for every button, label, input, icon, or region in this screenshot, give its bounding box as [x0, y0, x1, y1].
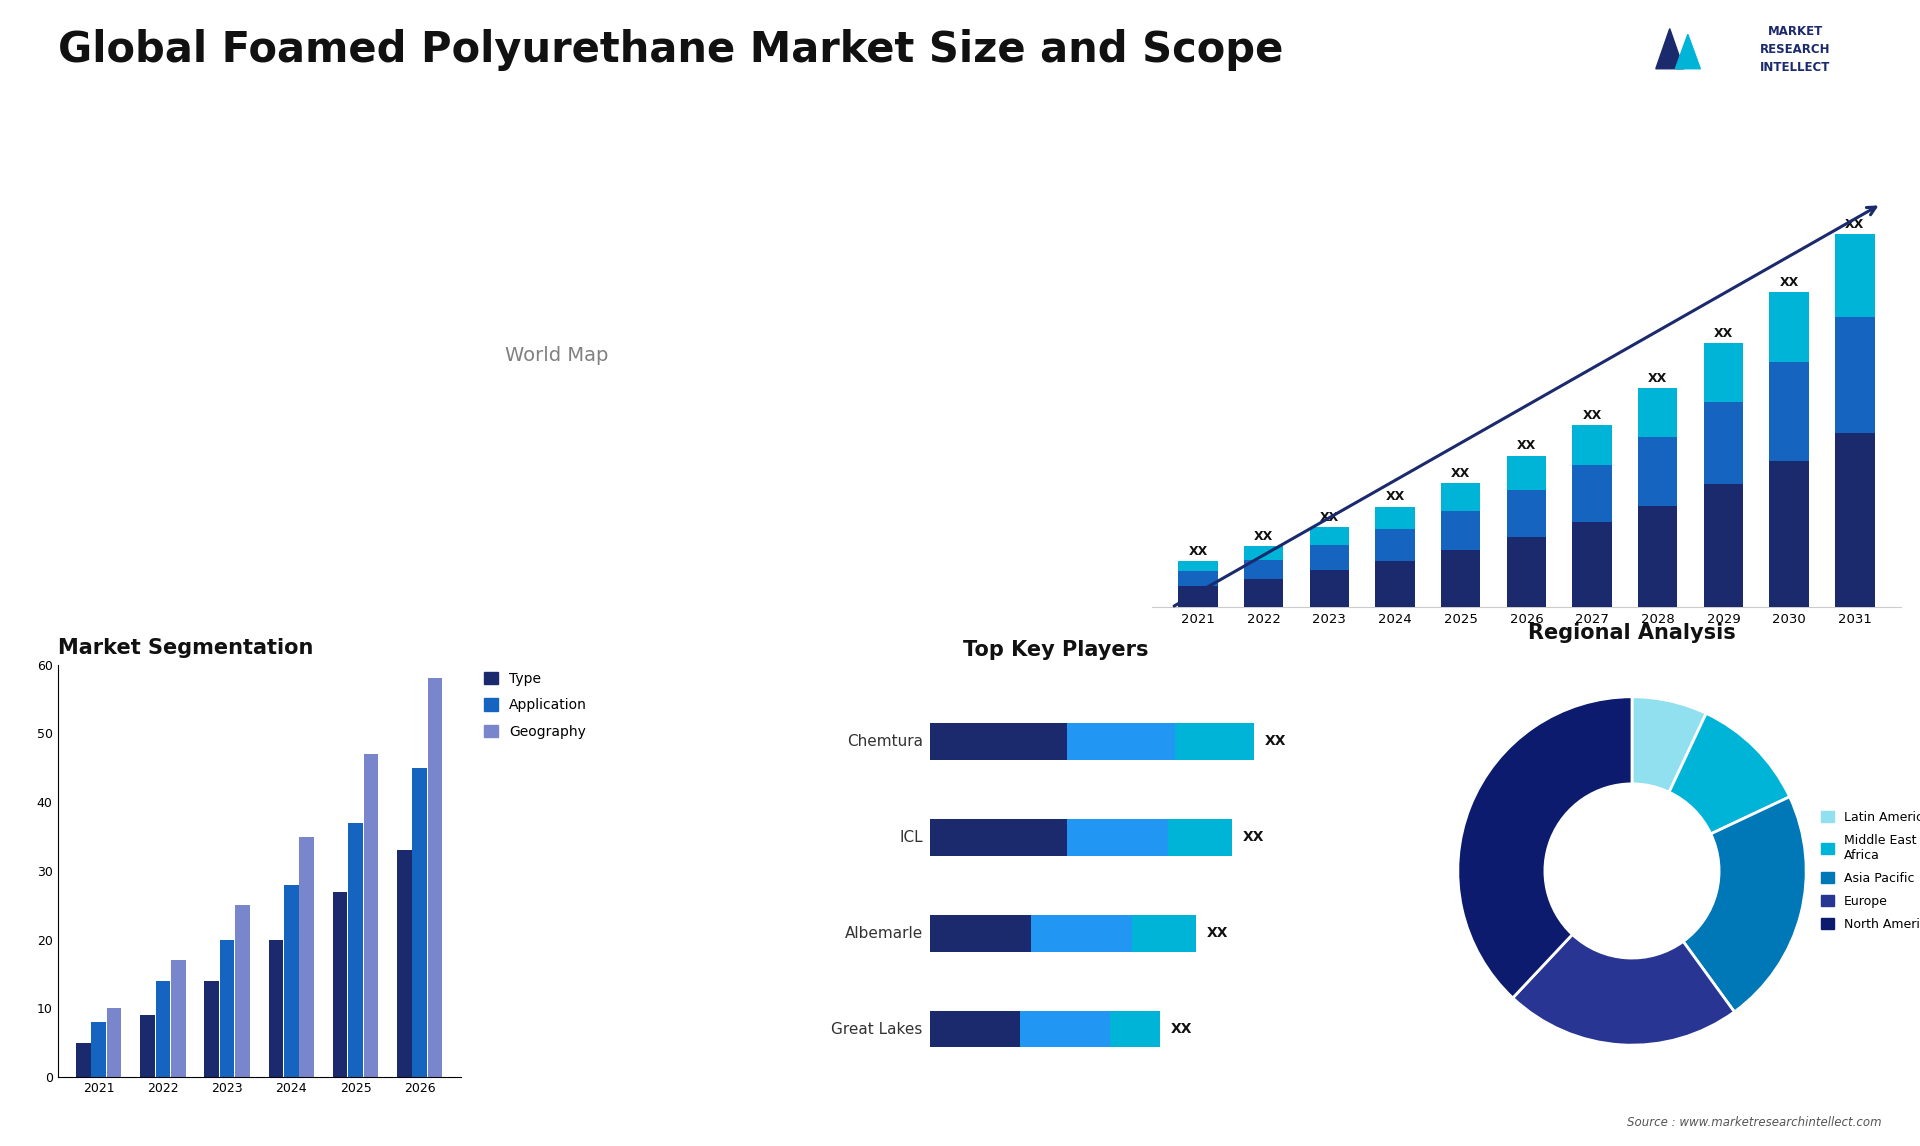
Bar — [1507, 537, 1546, 607]
Polygon shape — [1676, 34, 1701, 69]
Bar — [1375, 507, 1415, 528]
Bar — [1703, 485, 1743, 607]
Bar — [140, 1015, 156, 1077]
Bar — [1244, 559, 1283, 579]
Bar — [1638, 387, 1678, 437]
Bar — [929, 1011, 1020, 1047]
Bar — [929, 819, 1068, 856]
Bar — [1572, 465, 1611, 523]
Wedge shape — [1632, 697, 1707, 792]
Bar — [1442, 550, 1480, 607]
Bar — [332, 892, 348, 1077]
Bar — [300, 837, 315, 1077]
Bar — [171, 960, 186, 1077]
Text: XX: XX — [1517, 439, 1536, 453]
Bar — [428, 678, 442, 1077]
Wedge shape — [1684, 796, 1807, 1012]
Bar — [363, 754, 378, 1077]
Bar — [397, 850, 411, 1077]
Bar — [77, 1043, 90, 1077]
Text: XX: XX — [1254, 529, 1273, 543]
Bar — [1175, 723, 1254, 760]
Bar — [1309, 527, 1350, 544]
Bar — [929, 723, 1068, 760]
Bar — [413, 768, 426, 1077]
Bar — [234, 905, 250, 1077]
Text: XX: XX — [1845, 218, 1864, 230]
Text: XX: XX — [1171, 1022, 1192, 1036]
Bar — [1309, 571, 1350, 607]
Bar — [1572, 425, 1611, 465]
Text: MARKET
RESEARCH
INTELLECT: MARKET RESEARCH INTELLECT — [1761, 25, 1830, 73]
Bar — [269, 940, 284, 1077]
Bar — [156, 981, 171, 1077]
Text: XX: XX — [1582, 409, 1601, 422]
Text: XX: XX — [1208, 926, 1229, 941]
Bar — [1442, 511, 1480, 550]
Bar — [1131, 916, 1196, 951]
Text: XX: XX — [1188, 544, 1208, 557]
Bar — [1703, 343, 1743, 401]
Wedge shape — [1513, 934, 1734, 1045]
Title: Top Key Players: Top Key Players — [964, 641, 1148, 660]
Bar — [1031, 916, 1131, 951]
Bar — [1167, 819, 1233, 856]
Text: XX: XX — [1452, 468, 1471, 480]
Bar — [1068, 819, 1167, 856]
Bar — [1179, 572, 1217, 586]
Bar — [1507, 456, 1546, 489]
Bar — [1375, 560, 1415, 607]
Text: Chemtura: Chemtura — [847, 733, 924, 749]
Wedge shape — [1668, 713, 1789, 834]
Bar — [1572, 523, 1611, 607]
Text: Market Segmentation: Market Segmentation — [58, 637, 313, 658]
Bar — [1770, 461, 1809, 607]
Text: XX: XX — [1265, 735, 1286, 748]
Bar — [1836, 316, 1874, 433]
Title: Regional Analysis: Regional Analysis — [1528, 623, 1736, 643]
Text: Albemarle: Albemarle — [845, 926, 924, 941]
Wedge shape — [1457, 697, 1632, 998]
Bar — [204, 981, 219, 1077]
Bar — [1638, 505, 1678, 607]
Polygon shape — [1655, 29, 1684, 69]
Bar — [1179, 586, 1217, 607]
Bar — [92, 1022, 106, 1077]
Bar — [1375, 528, 1415, 560]
Bar — [1179, 560, 1217, 572]
Bar — [1020, 1011, 1110, 1047]
Text: XX: XX — [1647, 371, 1667, 385]
Text: XX: XX — [1244, 831, 1265, 845]
Text: World Map: World Map — [505, 346, 609, 364]
Bar — [1244, 579, 1283, 607]
Text: XX: XX — [1386, 490, 1405, 503]
Text: ICL: ICL — [899, 830, 924, 845]
Bar — [1244, 545, 1283, 559]
Text: Source : www.marketresearchintellect.com: Source : www.marketresearchintellect.com — [1626, 1116, 1882, 1129]
Legend: Latin America, Middle East &
Africa, Asia Pacific, Europe, North America: Latin America, Middle East & Africa, Asi… — [1822, 811, 1920, 931]
Text: XX: XX — [1319, 511, 1338, 524]
Bar — [1309, 544, 1350, 571]
Bar — [1836, 433, 1874, 607]
Bar — [1836, 234, 1874, 316]
Text: Great Lakes: Great Lakes — [831, 1022, 924, 1037]
Bar — [1110, 1011, 1160, 1047]
Bar — [108, 1008, 121, 1077]
Bar — [348, 823, 363, 1077]
Bar — [1507, 489, 1546, 537]
Bar — [1638, 437, 1678, 505]
Circle shape — [1546, 784, 1718, 958]
Text: XX: XX — [1780, 276, 1799, 289]
Bar — [1442, 484, 1480, 511]
Bar — [1068, 723, 1175, 760]
Text: XX: XX — [1715, 327, 1734, 340]
Bar — [1770, 292, 1809, 362]
Bar — [1703, 401, 1743, 485]
Bar — [219, 940, 234, 1077]
Bar — [284, 885, 300, 1077]
Bar — [1770, 362, 1809, 461]
Legend: Type, Application, Geography: Type, Application, Geography — [484, 672, 588, 739]
Text: Global Foamed Polyurethane Market Size and Scope: Global Foamed Polyurethane Market Size a… — [58, 29, 1283, 71]
Bar — [929, 916, 1031, 951]
